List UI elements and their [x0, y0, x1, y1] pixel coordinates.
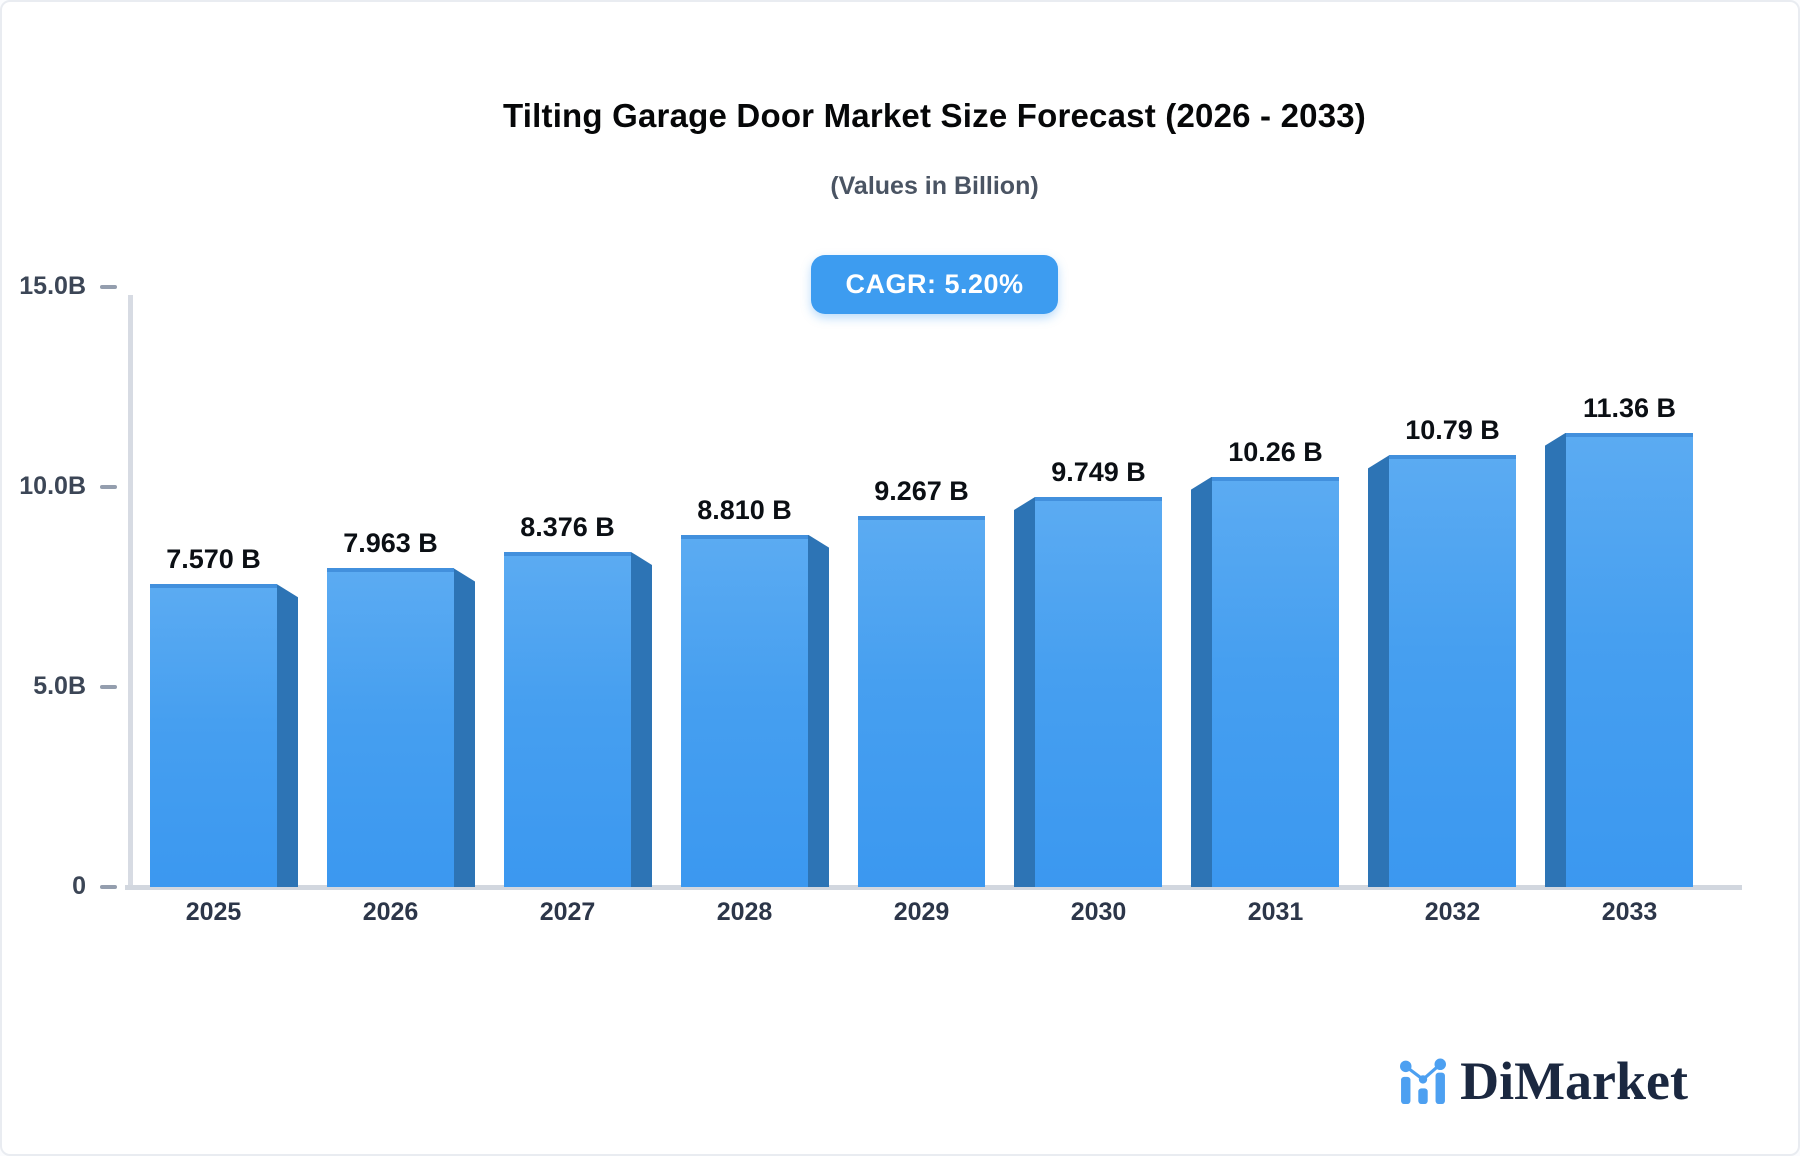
bar-2030 — [1035, 497, 1162, 887]
y-axis-line — [128, 295, 133, 887]
x-axis-line — [125, 885, 1742, 890]
value-label-2028: 8.810 B — [697, 494, 792, 525]
bar-side-2033 — [1545, 432, 1566, 887]
value-label-2031: 10.26 B — [1228, 436, 1323, 467]
value-label-2030: 9.749 B — [1051, 457, 1146, 488]
x-axis-label-2026: 2026 — [362, 898, 419, 926]
y-axis-tick — [100, 285, 117, 289]
bar-side-2031 — [1191, 476, 1212, 887]
y-axis-tick — [100, 885, 117, 889]
x-axis-label-2029: 2029 — [893, 898, 950, 926]
bar-2025 — [150, 584, 277, 887]
badge-container: CAGR: 5.20% — [127, 255, 1742, 314]
brand-name: DiMarket — [1460, 1051, 1688, 1111]
x-axis-label-2025: 2025 — [185, 898, 242, 926]
bar-2026 — [327, 568, 454, 887]
x-axis-label-2031: 2031 — [1247, 898, 1304, 926]
brand-bar-chart-icon — [1400, 1058, 1447, 1104]
value-label-2025: 7.570 B — [166, 544, 261, 575]
x-axis-label-2033: 2033 — [1601, 898, 1658, 926]
bar-side-2025 — [277, 584, 298, 887]
bar-side-2026 — [454, 568, 475, 887]
bar-2032 — [1389, 455, 1516, 887]
chart-title: Tilting Garage Door Market Size Forecast… — [503, 97, 1366, 134]
x-axis-label-2028: 2028 — [716, 898, 773, 926]
x-axis-label-2027: 2027 — [539, 898, 596, 926]
y-axis-label: 10.0B — [19, 472, 86, 500]
bar-2027 — [504, 551, 631, 887]
value-label-2029: 9.267 B — [874, 476, 969, 507]
y-axis-tick — [100, 485, 117, 489]
value-label-2032: 10.79 B — [1405, 415, 1500, 446]
y-axis-tick — [100, 685, 117, 689]
value-label-2026: 7.963 B — [343, 528, 438, 559]
bar-side-2028 — [808, 534, 829, 887]
bar-2028 — [681, 534, 808, 887]
bar-side-2032 — [1368, 455, 1389, 887]
bar-side-2027 — [631, 551, 652, 887]
bar-2033 — [1566, 432, 1693, 887]
bar-2029 — [858, 516, 985, 887]
bar-side-2030 — [1014, 497, 1035, 887]
cagr-badge: CAGR: 5.20% — [811, 255, 1058, 314]
y-axis-label: 0 — [72, 872, 86, 900]
value-label-2033: 11.36 B — [1582, 392, 1677, 423]
y-axis-label: 5.0B — [33, 672, 86, 700]
value-label-2027: 8.376 B — [520, 511, 615, 542]
brand-logo: DiMarket — [1400, 1054, 1688, 1108]
chart-subtitle: (Values in Billion) — [830, 172, 1039, 200]
x-axis-label-2030: 2030 — [1070, 898, 1127, 926]
y-axis-label: 15.0B — [19, 272, 86, 300]
x-axis-label-2032: 2032 — [1424, 898, 1481, 926]
bar-2031 — [1212, 476, 1339, 887]
